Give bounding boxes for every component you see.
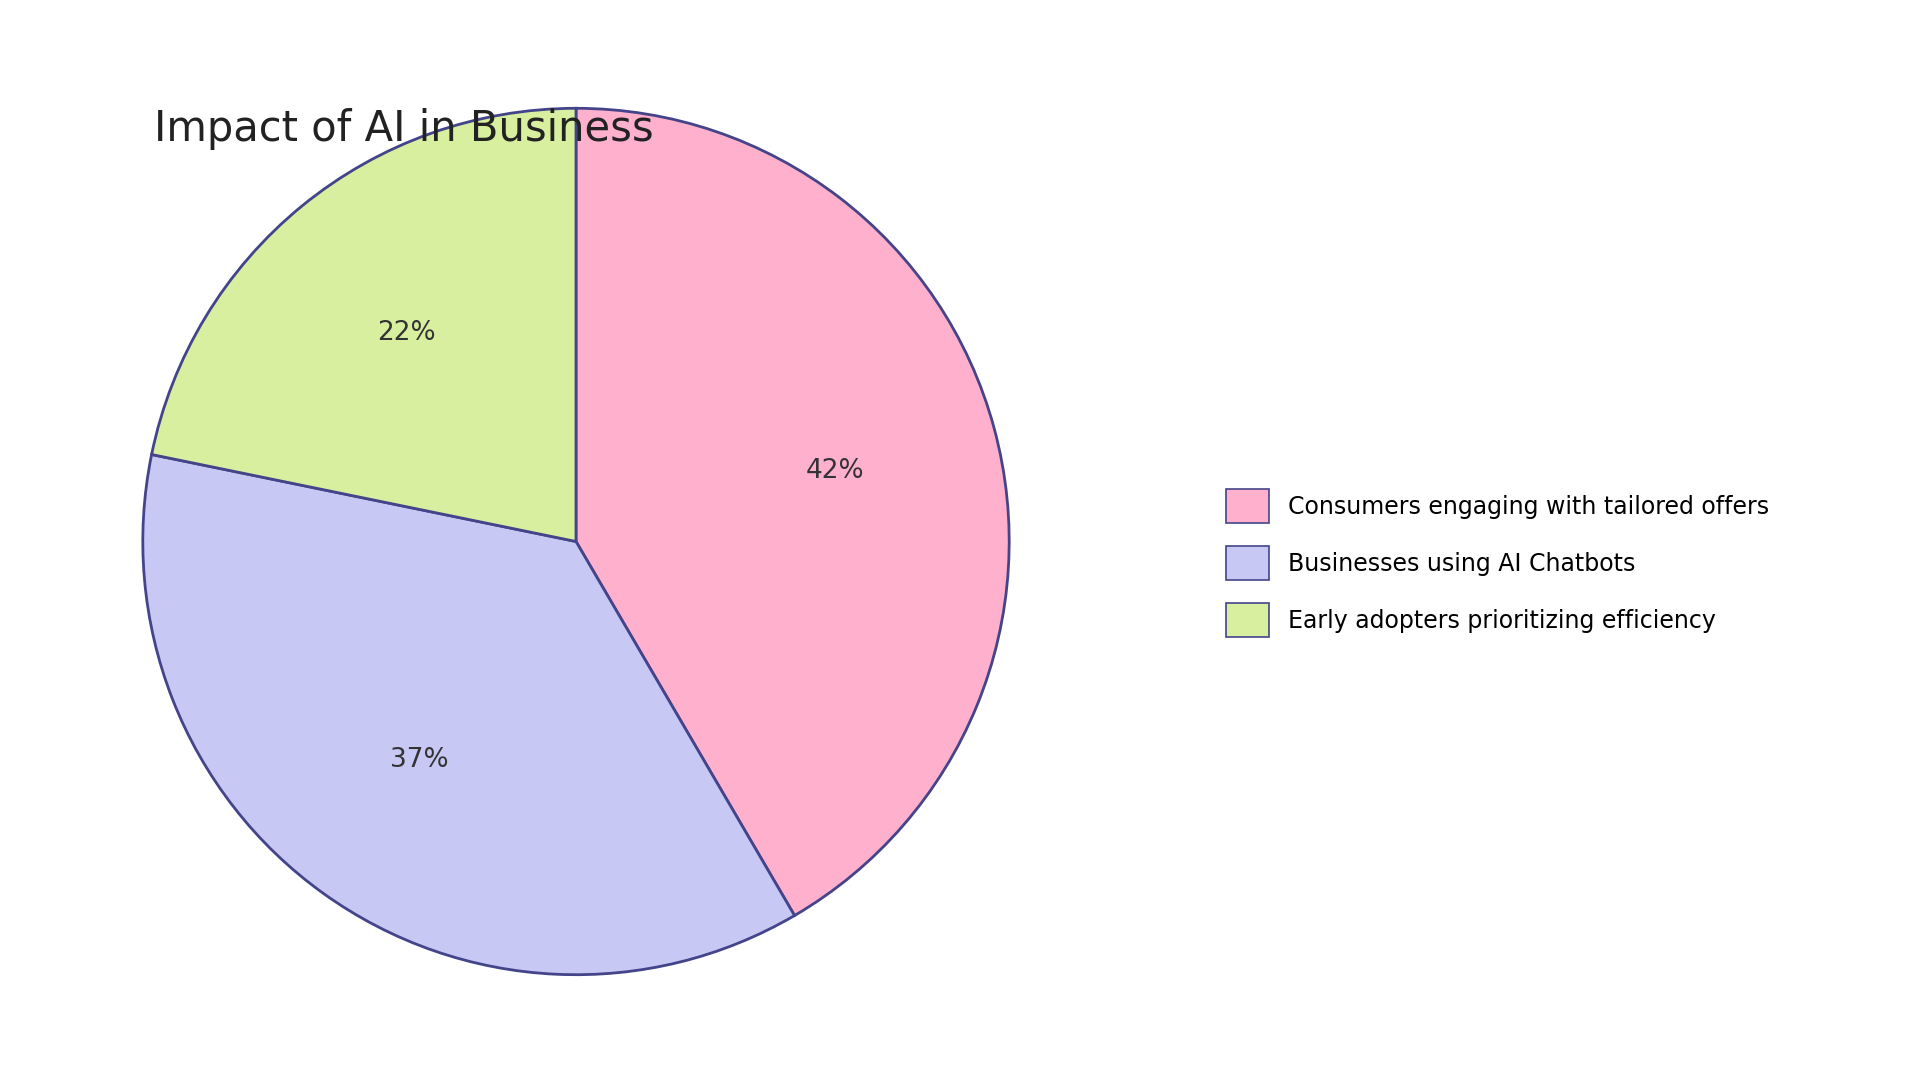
Text: 42%: 42%: [806, 458, 864, 484]
Wedge shape: [152, 108, 576, 542]
Text: 37%: 37%: [390, 747, 449, 773]
Text: 22%: 22%: [376, 321, 436, 347]
Text: Impact of AI in Business: Impact of AI in Business: [154, 108, 653, 151]
Legend: Consumers engaging with tailored offers, Businesses using AI Chatbots, Early ado: Consumers engaging with tailored offers,…: [1227, 490, 1768, 637]
Wedge shape: [142, 455, 795, 975]
Wedge shape: [576, 108, 1010, 915]
